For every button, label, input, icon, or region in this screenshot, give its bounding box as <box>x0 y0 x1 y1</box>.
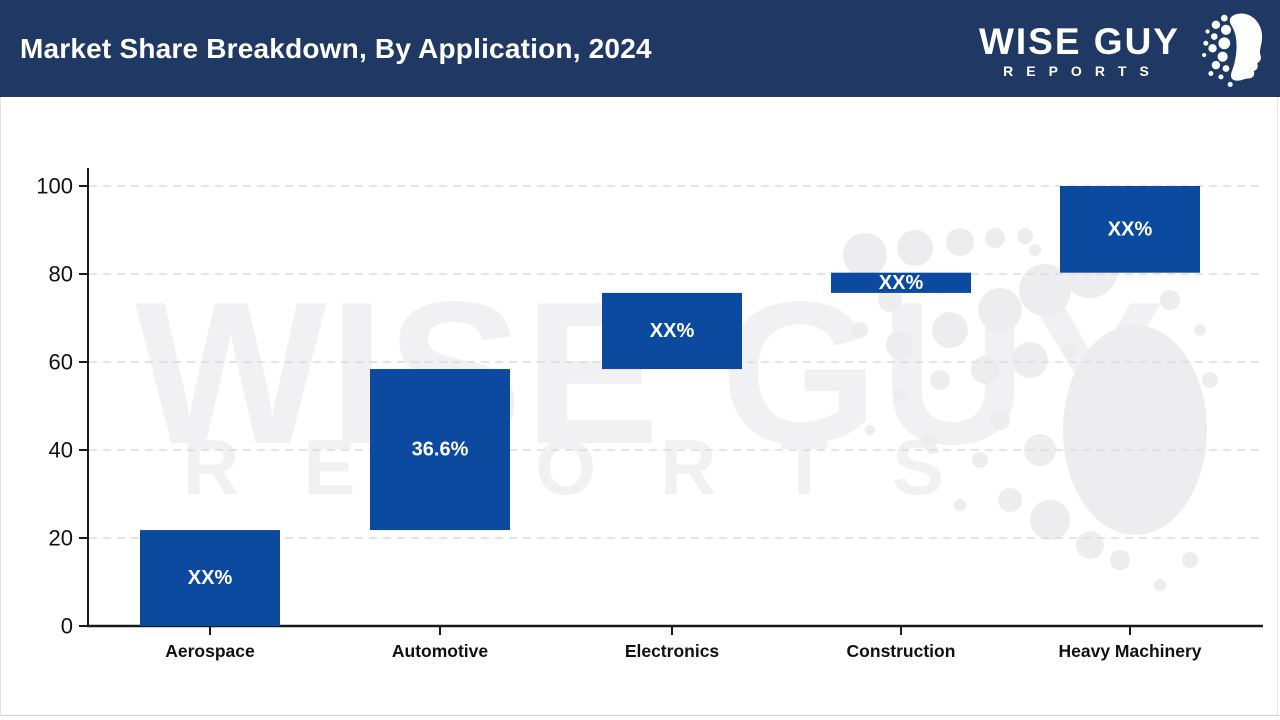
bar-automotive <box>370 369 510 531</box>
category-label-automotive: Automotive <box>392 641 489 661</box>
y-tick-label-40: 40 <box>49 438 73 463</box>
bottom-hairline <box>0 715 1280 716</box>
bar-heavy-machinery <box>1060 186 1200 273</box>
bar-label-electronics: XX% <box>650 320 695 342</box>
bar-aerospace <box>140 530 280 626</box>
bar-label-automotive: 36.6% <box>412 439 469 461</box>
y-tick-label-60: 60 <box>49 350 73 375</box>
wise-guy-logo: WISE GUY REPORTS <box>979 8 1268 92</box>
bar-label-heavy-machinery: XX% <box>1108 218 1153 240</box>
y-tick-label-0: 0 <box>61 614 73 639</box>
logo-subtitle-text: REPORTS <box>1003 62 1162 79</box>
y-tick-label-20: 20 <box>49 526 73 551</box>
category-label-aerospace: Aerospace <box>165 641 255 661</box>
logo-wordmark-text: WISE GUY <box>978 20 1180 62</box>
left-hairline <box>0 97 1 716</box>
bar-construction <box>831 272 971 293</box>
chart-title: Market Share Breakdown, By Application, … <box>20 32 652 64</box>
logo-wordmark: WISE GUY REPORTS <box>979 23 1180 78</box>
y-tick-label-80: 80 <box>49 262 73 287</box>
logo-face-icon <box>1202 13 1263 87</box>
category-label-electronics: Electronics <box>625 641 720 661</box>
category-label-construction: Construction <box>847 641 956 661</box>
right-hairline <box>1277 97 1278 716</box>
category-label-heavy-machinery: Heavy Machinery <box>1059 641 1202 661</box>
bar-label-aerospace: XX% <box>188 567 233 589</box>
bar-electronics <box>602 292 742 370</box>
y-tick-label-100: 100 <box>36 174 73 199</box>
header: Market Share Breakdown, By Application, … <box>0 0 1280 97</box>
watermark-subtitle: REPORTS <box>183 423 1009 511</box>
bar-label-construction: XX% <box>879 272 924 294</box>
watermark-face-dots <box>843 228 1218 591</box>
